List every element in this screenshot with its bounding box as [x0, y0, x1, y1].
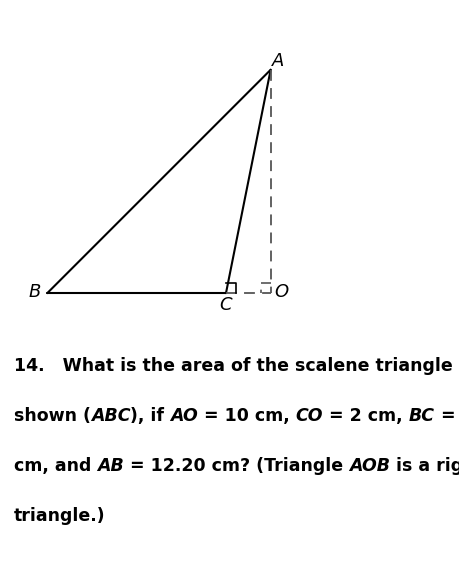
Text: cm, and: cm, and — [14, 457, 97, 475]
Text: AO: AO — [170, 407, 198, 425]
Text: C: C — [220, 297, 232, 315]
Text: = 5: = 5 — [435, 407, 459, 425]
Text: B: B — [29, 283, 41, 301]
Text: 14.   What is the area of the scalene triangle: 14. What is the area of the scalene tria… — [14, 357, 453, 375]
Text: = 12.20 cm? (Triangle: = 12.20 cm? (Triangle — [124, 457, 349, 475]
Text: is a right: is a right — [390, 457, 459, 475]
Text: = 2 cm,: = 2 cm, — [323, 407, 409, 425]
Text: triangle.): triangle.) — [14, 507, 106, 525]
Text: ), if: ), if — [130, 407, 170, 425]
Text: O: O — [275, 283, 289, 301]
Text: BC: BC — [409, 407, 435, 425]
Text: AOB: AOB — [349, 457, 390, 475]
Text: shown (: shown ( — [14, 407, 91, 425]
Text: = 10 cm,: = 10 cm, — [198, 407, 296, 425]
Text: ABC: ABC — [91, 407, 130, 425]
Text: AB: AB — [97, 457, 124, 475]
Text: A: A — [272, 52, 285, 70]
Text: CO: CO — [296, 407, 323, 425]
